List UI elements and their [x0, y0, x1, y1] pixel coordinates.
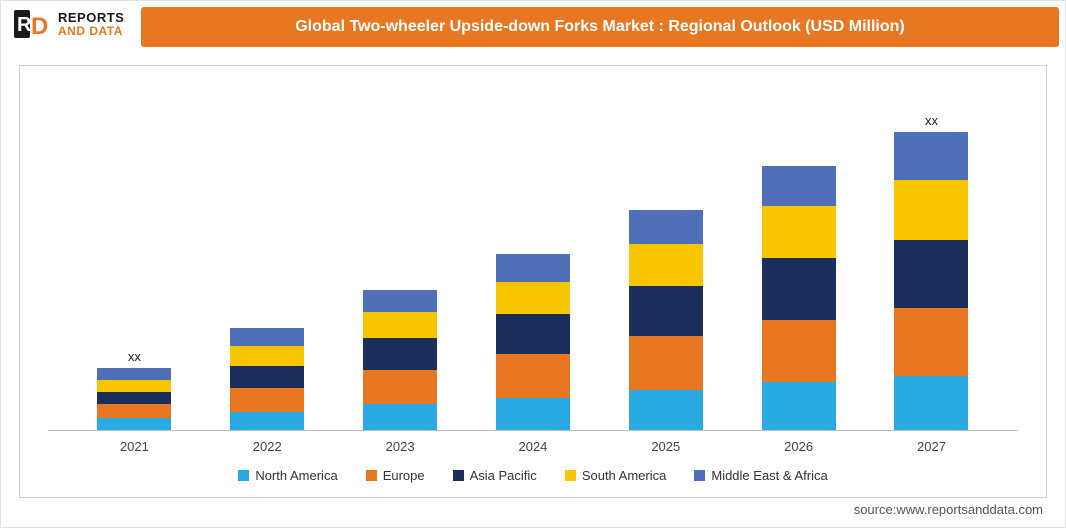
bar-column [230, 328, 304, 430]
bar-segment [97, 404, 171, 418]
bar-stack [629, 210, 703, 430]
bar-segment [97, 418, 171, 430]
legend-label: Europe [383, 468, 425, 483]
bar-column: xx [894, 132, 968, 430]
bar-column: xx [97, 368, 171, 430]
x-axis-labels: 2021 2022 2023 2024 2025 2026 2027 [48, 431, 1018, 454]
bar-segment [496, 314, 570, 354]
chart-title: Global Two-wheeler Upside-down Forks Mar… [295, 18, 905, 36]
bar-stack [496, 254, 570, 430]
legend-label: South America [582, 468, 667, 483]
legend-swatch [694, 470, 705, 481]
bar-segment [762, 258, 836, 320]
bar-segment [629, 336, 703, 390]
legend-item: Middle East & Africa [694, 468, 827, 483]
bar-segment [496, 398, 570, 430]
legend-label: Middle East & Africa [711, 468, 827, 483]
bar-column [762, 166, 836, 430]
legend-item: South America [565, 468, 667, 483]
logo-text: REPORTS AND DATA [58, 11, 124, 37]
x-axis-label: 2025 [629, 439, 703, 454]
bar-stack [97, 368, 171, 430]
bar-stack [894, 132, 968, 430]
source-attribution: source:www.reportsanddata.com [1, 498, 1065, 527]
bar-segment [629, 390, 703, 430]
bar-segment [894, 240, 968, 308]
bar-segment [762, 206, 836, 258]
legend-swatch [565, 470, 576, 481]
logo-text-bottom: AND DATA [58, 25, 124, 38]
bar-column [629, 210, 703, 430]
bar-segment [496, 354, 570, 398]
bar-column [363, 290, 437, 430]
bar-stack [363, 290, 437, 430]
title-bar: Global Two-wheeler Upside-down Forks Mar… [141, 7, 1059, 47]
bar-segment [496, 282, 570, 314]
bar-column [496, 254, 570, 430]
logo-text-top: REPORTS [58, 11, 124, 25]
x-axis-label: 2024 [496, 439, 570, 454]
bar-segment [230, 388, 304, 412]
legend-label: Asia Pacific [470, 468, 537, 483]
bar-segment [230, 328, 304, 346]
bar-stack [230, 328, 304, 430]
bar-segment [496, 254, 570, 282]
x-axis-label: 2021 [97, 439, 171, 454]
bar-segment [363, 312, 437, 338]
logo: R D REPORTS AND DATA [14, 8, 124, 40]
bar-segment [363, 404, 437, 430]
legend-swatch [238, 470, 249, 481]
bars-container: xx xx [48, 84, 1018, 430]
x-axis-label: 2022 [230, 439, 304, 454]
chart-area: xx xx 2021 2022 2023 2024 2025 2026 2027 North … [19, 65, 1047, 498]
plot-area: xx xx [48, 84, 1018, 431]
bar-stack [762, 166, 836, 430]
bar-segment [762, 320, 836, 382]
bar-segment [629, 210, 703, 244]
x-axis-label: 2023 [363, 439, 437, 454]
bar-segment [230, 412, 304, 430]
bar-segment [97, 368, 171, 380]
svg-text:R: R [17, 14, 32, 36]
bar-segment [894, 180, 968, 240]
bar-segment [363, 290, 437, 312]
bar-segment [363, 338, 437, 370]
legend-swatch [366, 470, 377, 481]
bar-segment [629, 244, 703, 286]
bar-segment [762, 166, 836, 206]
bar-segment [629, 286, 703, 336]
x-axis-label: 2026 [762, 439, 836, 454]
bar-segment [230, 346, 304, 366]
legend-label: North America [255, 468, 337, 483]
bar-segment [97, 380, 171, 392]
bar-segment [762, 382, 836, 430]
bar-segment [97, 392, 171, 404]
legend-item: Asia Pacific [453, 468, 537, 483]
bar-segment [363, 370, 437, 404]
logo-icon: R D [14, 8, 52, 40]
chart-card: R D REPORTS AND DATA Global Two-wheeler … [0, 0, 1066, 528]
bar-annotation: xx [128, 349, 141, 364]
bar-segment [894, 376, 968, 430]
bar-segment [894, 308, 968, 376]
bar-segment [894, 132, 968, 180]
bar-segment [230, 366, 304, 388]
svg-text:D: D [31, 13, 48, 40]
legend-item: Europe [366, 468, 425, 483]
bar-annotation: xx [925, 113, 938, 128]
legend-swatch [453, 470, 464, 481]
x-axis-label: 2027 [894, 439, 968, 454]
legend: North America Europe Asia Pacific South Ame… [48, 454, 1018, 487]
legend-item: North America [238, 468, 337, 483]
